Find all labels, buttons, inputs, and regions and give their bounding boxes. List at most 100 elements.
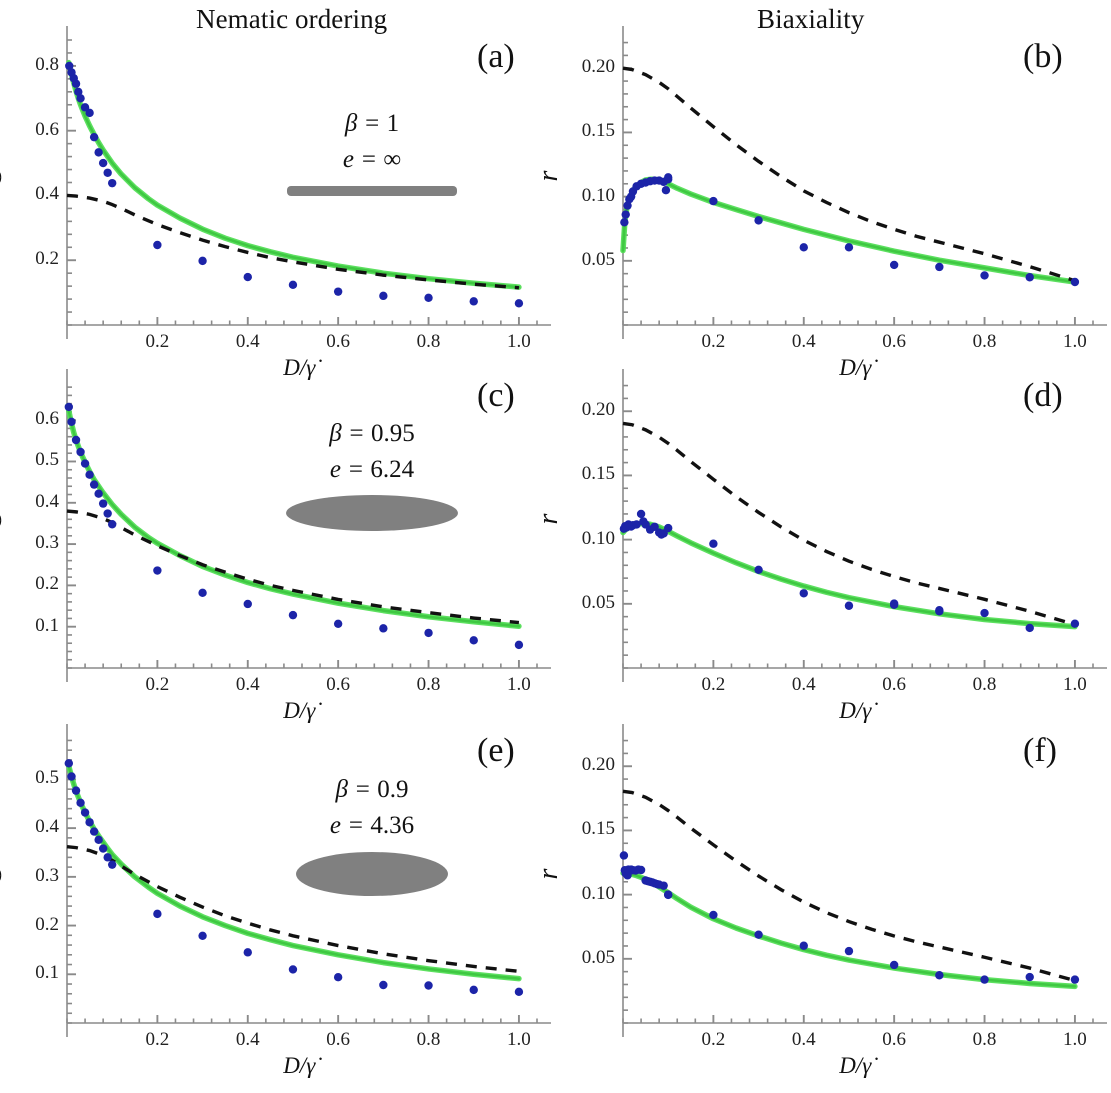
data-point xyxy=(844,243,854,252)
data-point xyxy=(1070,975,1080,984)
x-axis-label-b: D/γ̇ xyxy=(839,355,872,380)
y-tick-label: 0.20 xyxy=(581,399,615,421)
column-title-left: Nematic ordering xyxy=(196,4,388,34)
solid-curve-f xyxy=(620,870,1078,990)
y-tick-label: 0.15 xyxy=(581,120,615,142)
data-point xyxy=(89,132,99,142)
data-point xyxy=(636,509,646,519)
data-point xyxy=(153,240,162,250)
data-point xyxy=(623,201,632,210)
data-point xyxy=(754,565,763,574)
e-symbol: e = xyxy=(329,456,365,483)
particle-shape-c xyxy=(286,495,458,531)
beta-symbol: β = xyxy=(329,420,365,447)
x-axis-label-a: D/γ̇ xyxy=(283,355,316,380)
x-tick-label: 1.0 xyxy=(507,331,531,352)
y-axis-label-a: S xyxy=(0,146,9,206)
data-point xyxy=(632,520,641,529)
y-tick-label: 0.3 xyxy=(35,864,59,886)
x-tick-label: 0.2 xyxy=(701,674,726,695)
data-point xyxy=(424,628,433,638)
dashed-curve-e xyxy=(66,844,520,974)
data-point xyxy=(243,948,252,957)
x-tick-label: 0.4 xyxy=(235,674,260,695)
data-point xyxy=(514,640,524,650)
y-axis-label-b: r xyxy=(533,170,564,182)
data-point xyxy=(514,299,524,308)
x-tick-label: 0.4 xyxy=(235,1029,260,1050)
data-point xyxy=(709,910,718,920)
panel-b: 0.2 0.4 0.6 0.8 1.0 0.05 0.10 0.15 0.20 D/γ̇ r (b) xyxy=(533,10,1111,395)
y-tick-label: 0.1 xyxy=(35,614,59,636)
y-tick-label: 0.5 xyxy=(35,767,59,789)
data-point xyxy=(799,243,808,252)
beta-value: 0.9 xyxy=(371,776,409,803)
data-point xyxy=(379,624,388,633)
data-point xyxy=(935,971,944,980)
x-axis-label-f: D/γ̇ xyxy=(839,1053,872,1078)
particle-shape-a xyxy=(287,186,457,196)
data-point xyxy=(94,148,103,157)
beta-symbol: β = xyxy=(335,776,372,803)
data-point xyxy=(709,539,718,548)
x-tick-label: 1.0 xyxy=(1063,331,1087,352)
data-point xyxy=(333,973,343,982)
data-point xyxy=(76,798,85,807)
y-tick-label: 0.05 xyxy=(581,248,615,270)
x-tick-label: 1.0 xyxy=(507,1029,531,1050)
data-point xyxy=(107,178,117,188)
data-point xyxy=(288,965,298,974)
data-point xyxy=(85,818,94,827)
beta-value: 1 xyxy=(380,110,400,137)
e-value: ∞ xyxy=(377,146,402,173)
data-point xyxy=(799,941,808,950)
y-tick-label: 0.20 xyxy=(581,754,615,776)
data-point xyxy=(1070,619,1080,628)
x-tick-label: 0.6 xyxy=(326,674,351,695)
data-point xyxy=(65,61,74,71)
beta-annotation-c: β = 0.95 xyxy=(257,420,487,448)
data-point xyxy=(844,946,854,956)
y-tick-label: 0.4 xyxy=(35,816,59,838)
panel-a: 0.2 0.4 0.6 0.8 1.0 0.2 0.4 0.6 0.8 D/γ̇ S (a) β = 1… xyxy=(0,10,567,395)
data-point xyxy=(243,272,252,282)
solid-curve-core-a xyxy=(67,61,521,289)
data-point xyxy=(94,489,103,498)
y-tick-label: 0.10 xyxy=(581,527,615,549)
y-tick-label: 0.3 xyxy=(35,532,59,554)
data-point xyxy=(64,402,74,412)
x-tick-label: 0.8 xyxy=(972,1029,997,1050)
data-point xyxy=(889,260,899,270)
data-point xyxy=(980,271,989,280)
e-value: 6.24 xyxy=(364,456,415,483)
data-point xyxy=(71,786,81,795)
data-point xyxy=(103,509,112,518)
data-point xyxy=(650,522,659,531)
data-point xyxy=(85,108,94,118)
x-tick-label: 0.4 xyxy=(235,331,260,352)
data-point xyxy=(379,291,388,301)
data-point xyxy=(85,470,94,479)
data-point xyxy=(424,981,433,990)
data-point xyxy=(980,608,989,618)
data-point xyxy=(754,216,763,225)
data-point xyxy=(288,610,298,620)
data-point xyxy=(889,960,899,970)
data-point xyxy=(107,520,117,529)
column-title-right: Biaxiality xyxy=(757,4,865,34)
x-tick-label: 0.8 xyxy=(416,331,441,352)
plot-area-c xyxy=(64,369,551,682)
data-point xyxy=(379,980,388,990)
data-point xyxy=(844,601,854,610)
data-point xyxy=(80,459,90,468)
y-tick-label: 0.15 xyxy=(581,463,615,485)
beta-symbol: β = xyxy=(344,110,381,137)
data-point xyxy=(89,827,99,836)
y-tick-label: 0.4 xyxy=(35,183,59,205)
data-point xyxy=(94,835,103,845)
data-point xyxy=(621,210,630,219)
data-point xyxy=(935,262,944,272)
data-point xyxy=(709,196,718,206)
data-point xyxy=(1025,972,1034,982)
